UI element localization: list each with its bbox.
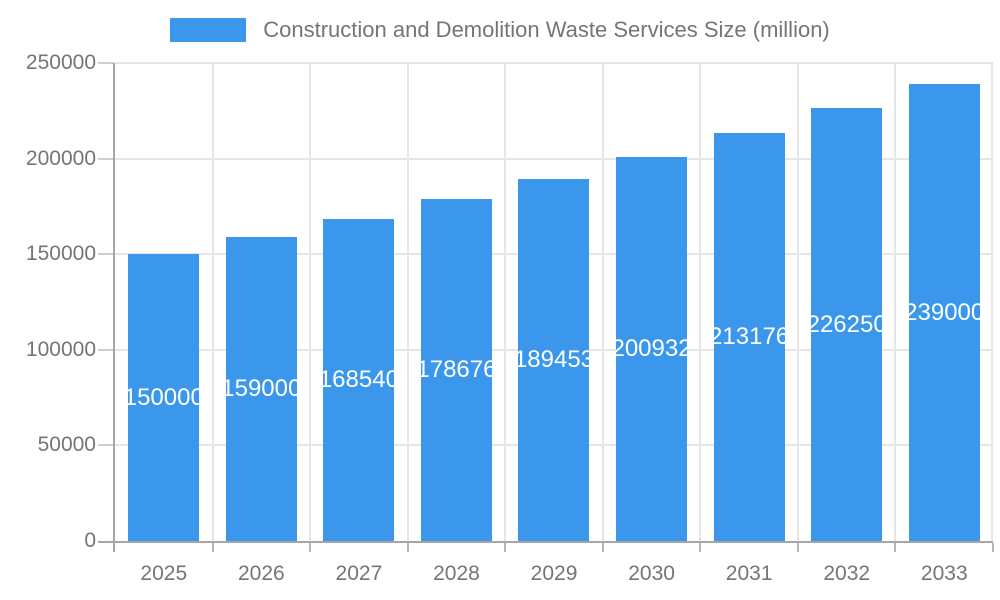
x-tick xyxy=(601,543,604,552)
chart-title: Construction and Demolition Waste Servic… xyxy=(263,17,830,42)
v-gridline xyxy=(601,63,604,541)
x-tick-label-2029: 2029 xyxy=(530,562,578,585)
bar-2031: 213176 xyxy=(713,133,785,541)
y-tick xyxy=(98,348,114,351)
h-gridline xyxy=(115,157,993,160)
v-gridline xyxy=(796,63,799,541)
x-tick xyxy=(796,543,799,552)
bar-2033: 239000 xyxy=(908,84,980,541)
plot-right-border xyxy=(991,63,993,541)
bar-value-label-2027: 168540 xyxy=(323,365,395,393)
v-gridline xyxy=(894,63,897,541)
bar-column-2025: 150000 xyxy=(115,63,213,541)
y-tick-label-50000: 50000 xyxy=(37,433,96,457)
x-tick-label-2033: 2033 xyxy=(920,562,968,585)
bar-2030: 200932 xyxy=(616,156,688,541)
v-gridline xyxy=(504,63,507,541)
x-tick xyxy=(992,543,994,552)
x-tick-label-2025: 2025 xyxy=(140,562,188,585)
legend: Construction and Demolition Waste Servic… xyxy=(0,17,1000,43)
bar-2028: 178676 xyxy=(420,199,492,541)
bar-value-label-2028: 178676 xyxy=(420,356,492,384)
x-axis-line xyxy=(98,541,993,543)
y-tick-label-250000: 250000 xyxy=(25,51,96,74)
x-tick xyxy=(309,543,312,552)
bar-value-label-2033: 239000 xyxy=(908,298,980,326)
bar-value-label-2029: 189453 xyxy=(518,345,590,373)
y-tick xyxy=(98,444,114,447)
y-tick-label-100000: 100000 xyxy=(25,337,96,361)
x-tick-label-2027: 2027 xyxy=(335,562,383,585)
bar-column-2030: 200932 xyxy=(603,63,701,541)
bar-column-2032: 226250 xyxy=(798,63,896,541)
x-tick-label-2031: 2031 xyxy=(725,562,773,585)
bar-column-2028: 178676 xyxy=(408,63,506,541)
x-tick xyxy=(406,543,409,552)
x-tick-label-2032: 2032 xyxy=(823,562,871,585)
bar-value-label-2031: 213176 xyxy=(713,323,785,351)
x-tick xyxy=(504,543,507,552)
x-tick xyxy=(211,543,214,552)
v-gridline xyxy=(211,63,214,541)
y-tick xyxy=(98,253,114,256)
bar-value-label-2026: 159000 xyxy=(225,375,297,402)
h-gridline xyxy=(115,62,993,64)
bar-column-2029: 189453 xyxy=(505,63,603,541)
y-tick-label-200000: 200000 xyxy=(25,146,96,170)
bar-column-2026: 159000 xyxy=(213,63,311,541)
bar-value-label-2025: 150000 xyxy=(128,383,200,411)
plot-area: 150000 159000 168540 178676 189453 200932 2131… xyxy=(98,62,994,552)
y-tick xyxy=(98,62,114,64)
bar-value-label-2030: 200932 xyxy=(616,334,688,362)
bar-2025: 150000 xyxy=(128,254,200,541)
bar-2026: 159000 xyxy=(225,237,297,541)
x-tick-label-2026: 2026 xyxy=(237,562,285,585)
bar-column-2033: 239000 xyxy=(895,63,993,541)
bar-value-label-2032: 226250 xyxy=(811,310,883,338)
bar-2029: 189453 xyxy=(518,178,590,541)
x-tick-label-2030: 2030 xyxy=(628,562,675,585)
bar-column-2027: 168540 xyxy=(310,63,408,541)
v-gridline xyxy=(309,63,312,541)
y-tick xyxy=(98,157,114,160)
x-tick-label-2028: 2028 xyxy=(433,562,480,585)
x-axis-labels: 2025 2026 2027 2028 2029 2030 2031 2032 2033 xyxy=(115,558,993,590)
x-tick xyxy=(894,543,897,552)
y-axis-line xyxy=(113,63,115,552)
bar-column-2031: 213176 xyxy=(700,63,798,541)
bar-2032: 226250 xyxy=(811,108,883,541)
legend-swatch xyxy=(170,18,247,42)
v-gridline xyxy=(699,63,702,541)
x-tick xyxy=(699,543,702,552)
y-tick-label-150000: 150000 xyxy=(25,242,96,266)
bar-2027: 168540 xyxy=(323,218,395,541)
v-gridline xyxy=(406,63,409,541)
y-tick-label-0: 0 xyxy=(84,529,96,552)
